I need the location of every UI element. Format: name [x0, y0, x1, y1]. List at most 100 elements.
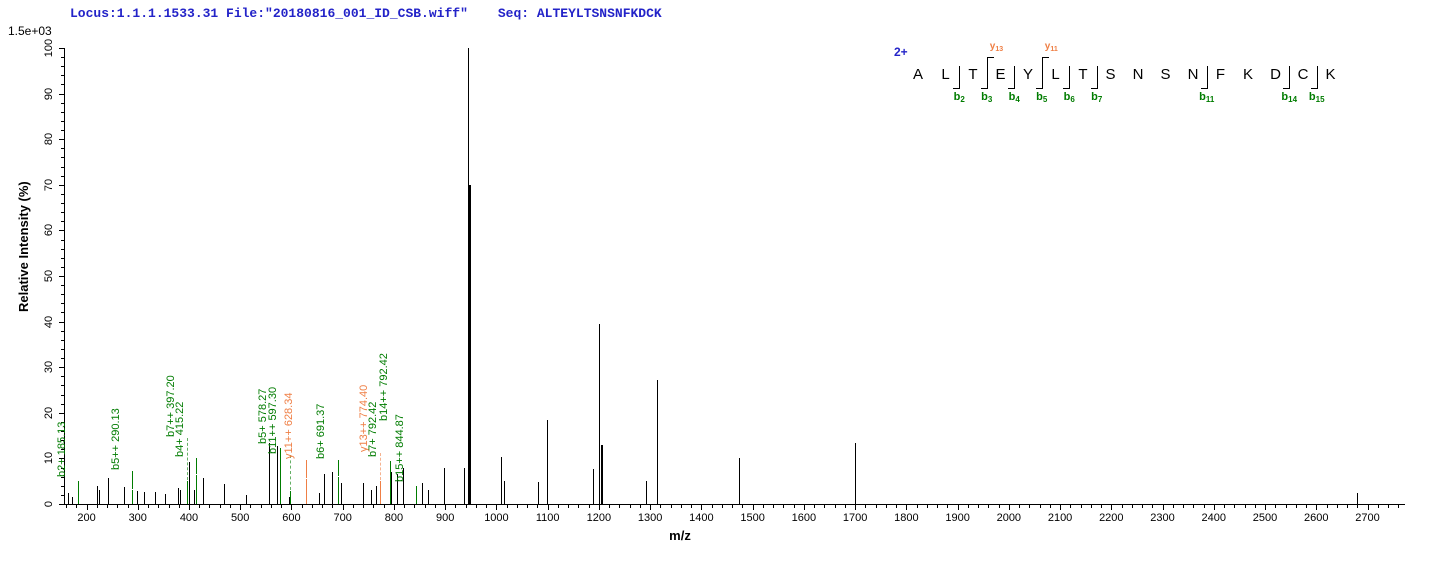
x-tick-label: 1200 [586, 512, 612, 524]
peak-line [187, 481, 189, 504]
x-tick-minor [455, 505, 457, 508]
y-tick-minor [61, 102, 64, 104]
peak-line [196, 474, 198, 504]
x-tick-minor [1039, 505, 1041, 508]
y-tick-label: 0 [43, 500, 55, 508]
y-tick-minor [61, 476, 64, 478]
b-ion-label: b6 [1054, 91, 1084, 104]
x-tick-minor [875, 505, 877, 508]
x-tick-minor [609, 505, 611, 508]
x-tick-minor [639, 505, 641, 508]
x-tick-minor [486, 505, 488, 508]
b-ion-label: b14 [1274, 91, 1304, 104]
b-ion-label-text: 4 [1015, 95, 1020, 104]
x-tick-minor [352, 505, 354, 508]
y-tick-major [59, 321, 64, 323]
b-ion-label: b7 [1082, 91, 1112, 104]
y-tick-minor [61, 449, 64, 451]
peak-label-leader [289, 455, 291, 491]
y-tick-label: 20 [43, 406, 55, 419]
y-tick-major [59, 367, 64, 369]
x-tick-minor [885, 505, 887, 508]
peak-label: b15++ 844.87 [393, 413, 406, 482]
peak-line [245, 494, 247, 504]
x-tick-minor [1347, 505, 1349, 508]
residue-letter: N [1132, 66, 1144, 83]
x-tick-label: 800 [384, 512, 404, 524]
peak-line [646, 481, 648, 504]
b-ion-label: b2 [944, 91, 974, 104]
peak-line [738, 458, 740, 504]
residue-letter: Y [1022, 66, 1033, 83]
y-tick-minor [61, 148, 64, 150]
residue-letter: L [1051, 66, 1060, 83]
x-tick-minor [1142, 505, 1144, 508]
y-tick-label: 90 [43, 87, 55, 100]
x-tick-minor [670, 505, 672, 508]
x-tick-minor [557, 505, 559, 508]
peak-line [592, 468, 594, 504]
x-tick-minor [209, 505, 211, 508]
y-tick-major [59, 276, 64, 277]
x-tick-major [598, 505, 600, 510]
x-tick-minor [691, 505, 693, 508]
x-tick-minor [1193, 505, 1195, 508]
y-axis [64, 48, 65, 505]
peak-line [132, 490, 134, 504]
x-tick-minor [1234, 505, 1236, 508]
x-tick-label: 1100 [535, 512, 560, 524]
peak-label: y11++ 628.34 [283, 392, 295, 459]
y-tick-minor [61, 166, 64, 168]
residue-letter: T [968, 66, 978, 83]
x-tick-minor [260, 505, 262, 508]
y-tick-minor [61, 385, 64, 387]
x-tick-major [342, 505, 344, 510]
y-ion-label-text: y [989, 41, 996, 52]
x-tick-major [1111, 505, 1113, 510]
peak-line [599, 323, 601, 504]
x-tick-minor [516, 505, 518, 508]
peak-line [276, 445, 278, 504]
peak-line [180, 490, 182, 504]
y-tick-minor [61, 66, 64, 68]
x-tick-major [547, 505, 549, 510]
base-intensity-label: 1.5e+03 [8, 24, 52, 38]
residue-letter: N [1187, 66, 1199, 83]
b-ion-label-text: 5 [1042, 95, 1048, 104]
x-tick-minor [619, 505, 621, 508]
x-tick-minor [1049, 505, 1051, 508]
peak-line [224, 484, 226, 504]
b-ion-label-text: 15 [1315, 95, 1325, 104]
y-tick-major [59, 93, 64, 95]
x-tick-minor [1357, 505, 1359, 508]
x-tick-label: 1500 [740, 512, 765, 524]
x-tick-minor [1275, 505, 1277, 508]
peak-label: b14++ 792.42 [378, 352, 391, 421]
peak-line [469, 184, 472, 504]
x-tick-minor [732, 505, 734, 508]
x-tick-minor [1398, 505, 1400, 508]
residue-letter: K [1242, 66, 1253, 83]
x-tick-minor [967, 505, 969, 508]
x-tick-major [855, 505, 857, 510]
x-tick-major [1316, 505, 1318, 510]
x-tick-minor [947, 505, 949, 508]
x-tick-major [1367, 505, 1369, 510]
x-tick-minor [1172, 505, 1174, 508]
x-tick-minor [107, 505, 109, 508]
x-tick-major [1008, 505, 1010, 510]
b-ion-label-text: 2 [960, 95, 965, 104]
x-tick-minor [1019, 505, 1021, 508]
peak-label-leader [196, 457, 198, 474]
peak-line [193, 489, 195, 504]
x-tick-minor [1326, 505, 1328, 508]
x-tick-minor [1090, 505, 1092, 508]
x-tick-minor [814, 505, 816, 508]
residue-letter: K [1325, 66, 1336, 83]
b-ion-label: b3 [972, 91, 1002, 104]
fragment-divider [1206, 66, 1208, 89]
peak-line [99, 490, 101, 504]
residue-letter: S [1105, 66, 1116, 83]
x-tick-minor [1152, 505, 1154, 508]
charge-state-label: 2+ [894, 45, 908, 59]
